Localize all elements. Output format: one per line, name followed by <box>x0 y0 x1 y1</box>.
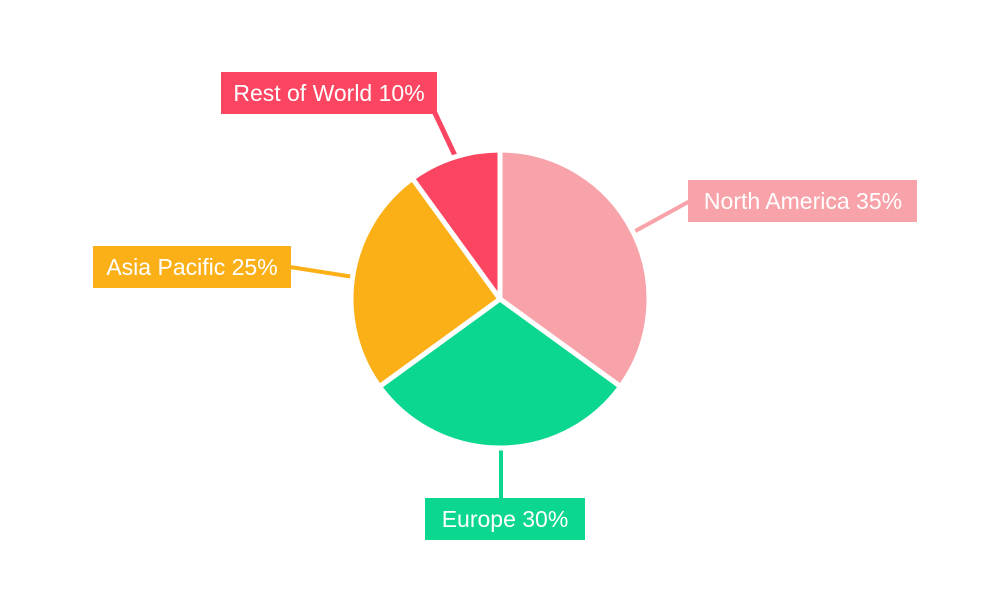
callout-box-europe <box>425 498 585 540</box>
callout-europe: Europe 30% <box>425 498 585 540</box>
leader-line-asia-pacific <box>289 265 361 280</box>
pie-slices <box>348 147 652 451</box>
callout-rest-of-world: Rest of World 10% <box>221 72 437 114</box>
callout-label-europe: Europe 30% <box>442 506 569 532</box>
callout-asia-pacific: Asia Pacific 25% <box>93 246 291 288</box>
pie-slice-north-america[interactable] <box>497 147 652 390</box>
callout-label-asia-pacific: Asia Pacific 25% <box>106 254 277 280</box>
leader-line-rest-of-world <box>431 109 461 164</box>
leader-line-north-america <box>627 199 691 237</box>
callout-box-rest-of-world <box>221 72 437 114</box>
callout-box-asia-pacific <box>93 246 291 288</box>
callout-north-america: North America 35% <box>688 180 917 222</box>
pie-slice-asia-pacific[interactable] <box>348 175 503 390</box>
callout-label-rest-of-world: Rest of World 10% <box>233 80 424 106</box>
pie-slice-rest-of-world[interactable] <box>409 147 503 302</box>
callout-box-north-america <box>688 180 917 222</box>
callout-label-north-america: North America 35% <box>704 188 902 214</box>
pie-slice-europe[interactable] <box>376 296 624 451</box>
